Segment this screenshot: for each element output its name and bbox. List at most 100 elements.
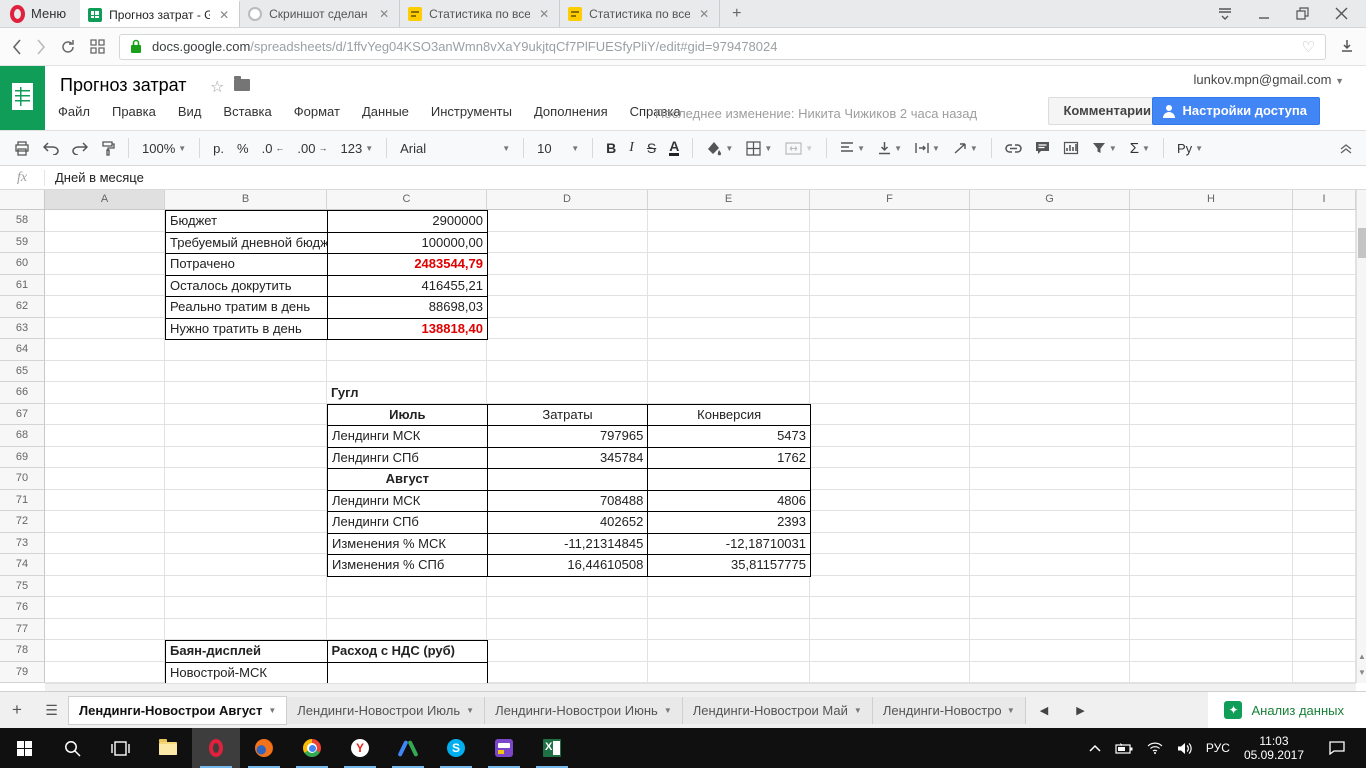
google-cell[interactable] — [487, 469, 649, 491]
sheet-tab-2[interactable]: Лендинги-Новострои Июнь ▼ — [485, 696, 683, 724]
cell-D78[interactable] — [487, 640, 648, 662]
currency-format-button[interactable]: р. — [213, 140, 225, 156]
opera-taskbar-button[interactable] — [192, 728, 240, 768]
cell-G67[interactable] — [970, 403, 1130, 425]
folder-icon[interactable] — [234, 76, 250, 91]
budget-value[interactable]: 88698,03 — [327, 297, 488, 319]
sheet-tab-1[interactable]: Лендинги-Новострои Июль ▼ — [287, 696, 486, 724]
cell-I68[interactable] — [1293, 425, 1356, 447]
cell-D62[interactable] — [487, 296, 648, 318]
cell-F58[interactable] — [810, 210, 970, 232]
cell-I79[interactable] — [1293, 661, 1356, 683]
cell-E65[interactable] — [648, 360, 810, 382]
comments-button[interactable]: Комментарии — [1048, 97, 1166, 125]
google-cell[interactable]: 402652 — [487, 512, 649, 534]
menu-item-7[interactable]: Дополнения — [533, 104, 608, 119]
vertical-align-button[interactable]: ▼ — [878, 141, 902, 155]
cell-G69[interactable] — [970, 446, 1130, 468]
cell-G65[interactable] — [970, 360, 1130, 382]
cell-G76[interactable] — [970, 597, 1130, 619]
google-cell[interactable]: 5473 — [648, 426, 811, 448]
cell-C66[interactable] — [327, 382, 487, 404]
cell-E66[interactable] — [648, 382, 810, 404]
cell-I58[interactable] — [1293, 210, 1356, 232]
cell-G63[interactable] — [970, 317, 1130, 339]
cell-H70[interactable] — [1130, 468, 1293, 490]
cell-D66[interactable] — [487, 382, 648, 404]
column-header-E[interactable]: E — [648, 190, 810, 210]
cell-E76[interactable] — [648, 597, 810, 619]
cell-A75[interactable] — [45, 575, 165, 597]
close-window-icon[interactable] — [1335, 7, 1348, 20]
cell-D58[interactable] — [487, 210, 648, 232]
menu-item-6[interactable]: Инструменты — [430, 104, 512, 119]
cell-G73[interactable] — [970, 532, 1130, 554]
row-header-72[interactable]: 72 — [0, 511, 45, 533]
cell-I64[interactable] — [1293, 339, 1356, 361]
budget-label[interactable]: Реально тратим в день — [166, 297, 328, 319]
google-cell[interactable]: 345784 — [487, 447, 649, 469]
cell-A76[interactable] — [45, 597, 165, 619]
cell-G72[interactable] — [970, 511, 1130, 533]
cell-F64[interactable] — [810, 339, 970, 361]
new-tab-button[interactable]: + — [732, 4, 742, 22]
cell-B73[interactable] — [165, 532, 327, 554]
cell-G58[interactable] — [970, 210, 1130, 232]
borders-button[interactable]: ▼ — [746, 140, 772, 156]
cell-D75[interactable] — [487, 575, 648, 597]
row-header-59[interactable]: 59 — [0, 231, 45, 253]
cell-G75[interactable] — [970, 575, 1130, 597]
yandex-browser-taskbar-button[interactable]: Y — [336, 728, 384, 768]
cell-F66[interactable] — [810, 382, 970, 404]
sheet-tab-dropdown-icon[interactable]: ▼ — [268, 705, 277, 715]
cell-I74[interactable] — [1293, 554, 1356, 576]
row-header-63[interactable]: 63 — [0, 317, 45, 339]
notification-center-icon[interactable] — [1318, 741, 1356, 755]
more-formats-button[interactable]: 123 ▼ — [340, 140, 374, 156]
cell-A68[interactable] — [45, 425, 165, 447]
firefox-taskbar-button[interactable] — [240, 728, 288, 768]
horizontal-scrollbar[interactable] — [45, 683, 1356, 691]
budget-value[interactable]: 2900000 — [327, 211, 488, 233]
tab-close-icon[interactable]: ✕ — [539, 6, 550, 21]
zoom-select[interactable]: 100% ▼ — [142, 140, 187, 156]
grid-corner[interactable] — [0, 190, 45, 210]
row-header-60[interactable]: 60 — [0, 253, 45, 275]
cell-F78[interactable] — [810, 640, 970, 662]
cell-E78[interactable] — [648, 640, 810, 662]
sheet-tab-3[interactable]: Лендинги-Новострои Май ▼ — [682, 696, 873, 724]
cell-B68[interactable] — [165, 425, 327, 447]
opera-menu-button[interactable]: Меню — [0, 0, 80, 27]
file-explorer-button[interactable] — [144, 728, 192, 768]
cell-G68[interactable] — [970, 425, 1130, 447]
cell-G64[interactable] — [970, 339, 1130, 361]
menu-item-0[interactable]: Файл — [58, 104, 90, 119]
google-cell[interactable]: Лендинги СПб — [328, 447, 488, 469]
cell-A65[interactable] — [45, 360, 165, 382]
browser-tab-sheets[interactable]: Прогноз затрат - Google ✕ — [80, 0, 241, 27]
cell-C65[interactable] — [327, 360, 487, 382]
google-cell[interactable]: Изменения % МСК — [328, 533, 488, 555]
cell-G70[interactable] — [970, 468, 1130, 490]
cell-B64[interactable] — [165, 339, 327, 361]
reload-icon[interactable] — [60, 39, 76, 55]
cell-H65[interactable] — [1130, 360, 1293, 382]
cell-G62[interactable] — [970, 296, 1130, 318]
cell-B76[interactable] — [165, 597, 327, 619]
cell-B65[interactable] — [165, 360, 327, 382]
text-color-button[interactable]: A — [669, 138, 680, 156]
google-cell[interactable]: -12,18710031 — [648, 533, 811, 555]
cell-A73[interactable] — [45, 532, 165, 554]
cell-I69[interactable] — [1293, 446, 1356, 468]
print-icon[interactable] — [14, 140, 30, 156]
cell-I61[interactable] — [1293, 274, 1356, 296]
task-view-button[interactable] — [96, 728, 144, 768]
cell-H64[interactable] — [1130, 339, 1293, 361]
google-cell[interactable]: Затраты — [487, 404, 649, 426]
merge-cells-button[interactable]: ▼ — [785, 141, 813, 155]
cell-A63[interactable] — [45, 317, 165, 339]
google-cell[interactable]: -11,21314845 — [487, 533, 649, 555]
sheet-tab-dropdown-icon[interactable]: ▼ — [663, 705, 672, 715]
formula-input[interactable]: Дней в месяце — [55, 170, 144, 185]
google-cell[interactable] — [648, 469, 811, 491]
